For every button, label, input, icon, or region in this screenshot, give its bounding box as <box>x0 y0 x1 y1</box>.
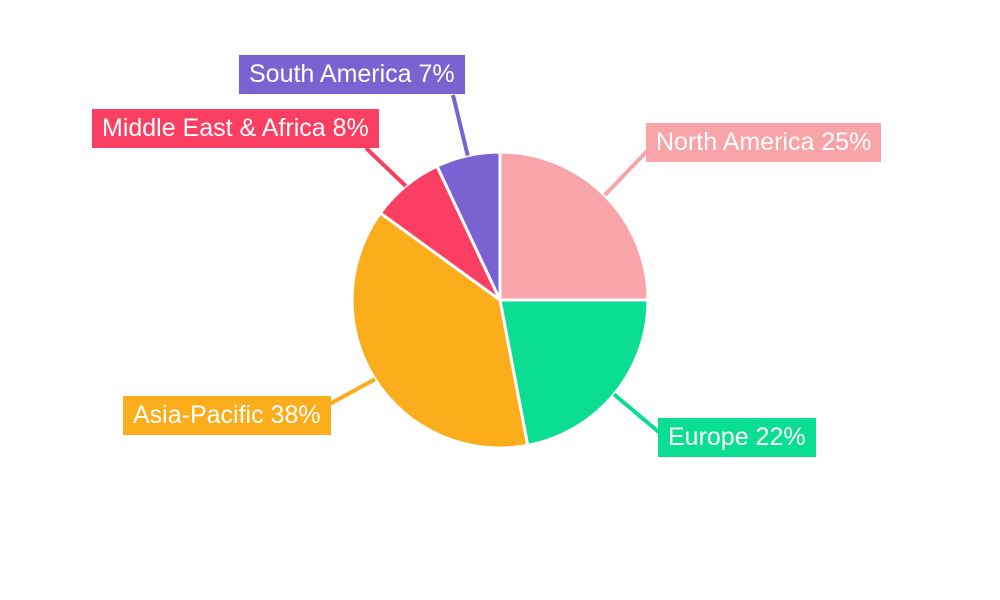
leader-line-middle-east-africa <box>364 146 408 188</box>
callout-label-south-america: South America 7% <box>239 55 465 94</box>
leader-line-south-america <box>451 94 470 157</box>
pie-slice-south-america[interactable] <box>435 150 502 301</box>
callout-label-north-america: North America 25% <box>646 123 882 162</box>
callout-label-middle-east-africa: Middle East & Africa 8% <box>92 109 379 148</box>
pie-slice-europe[interactable] <box>498 298 650 448</box>
callout-label-asia-pacific: Asia-Pacific 38% <box>123 396 331 435</box>
pie-slice-asia-pacific[interactable] <box>350 210 530 450</box>
pie-slice-north-america[interactable] <box>498 150 650 302</box>
leader-line-asia-pacific <box>325 377 376 408</box>
leader-line-north-america <box>603 147 651 197</box>
leader-line-europe <box>612 392 662 435</box>
callout-label-europe: Europe 22% <box>658 418 816 457</box>
